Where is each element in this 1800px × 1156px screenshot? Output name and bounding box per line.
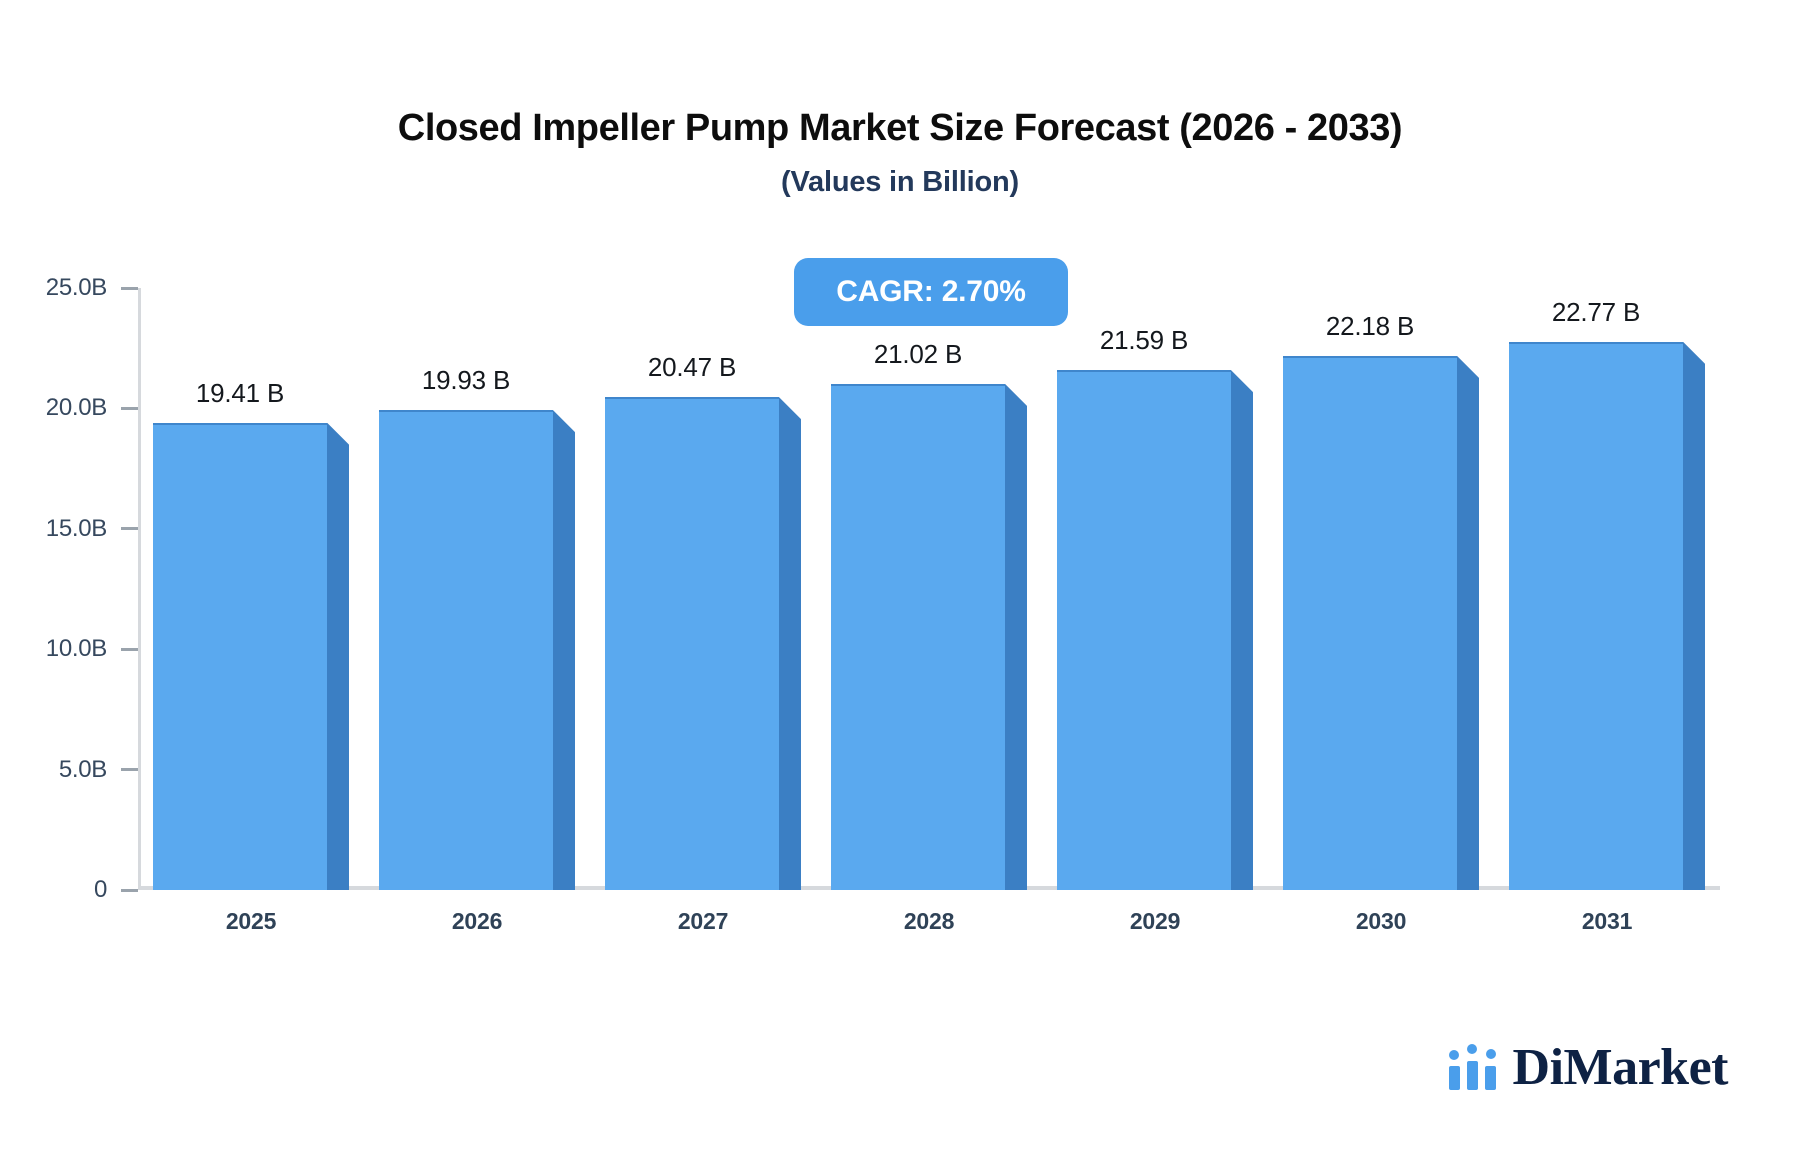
bar[interactable] bbox=[831, 383, 1027, 890]
y-axis-line bbox=[138, 288, 141, 890]
bar-side-face bbox=[1231, 370, 1253, 890]
bar-column[interactable]: 21.59 B bbox=[1057, 288, 1253, 890]
bar-column[interactable]: 19.41 B bbox=[153, 288, 349, 890]
bar-column[interactable]: 21.02 B bbox=[831, 288, 1027, 890]
bar[interactable] bbox=[379, 410, 575, 890]
x-axis-labels: 2025 2026 2027 2028 2029 2030 2031 bbox=[138, 908, 1720, 948]
bar-column[interactable]: 22.77 B bbox=[1509, 288, 1705, 890]
y-axis-tick-label: 10.0B bbox=[45, 635, 108, 663]
bar[interactable] bbox=[153, 422, 349, 890]
x-axis-label: 2025 bbox=[225, 908, 277, 934]
bar-side-face bbox=[1683, 341, 1705, 890]
brand-logo: DiMarket bbox=[1447, 1039, 1729, 1096]
cagr-badge-label: CAGR: 2.70% bbox=[836, 275, 1026, 308]
bar[interactable] bbox=[1283, 355, 1479, 890]
plot-area: 19.41 B 19.93 B 20.47 B 21.02 B 21.59 B 22.18… bbox=[138, 288, 1720, 890]
y-axis-tick-mark bbox=[121, 888, 138, 892]
bar-value-label: 20.47 B bbox=[647, 352, 737, 383]
bar-side-face bbox=[553, 410, 575, 890]
title-block: Closed Impeller Pump Market Size Forecas… bbox=[0, 107, 1800, 199]
y-axis-tick-mark bbox=[121, 406, 138, 410]
y-axis-tick-mark bbox=[121, 647, 138, 651]
y-axis-tick-mark bbox=[121, 527, 138, 531]
bar[interactable] bbox=[1509, 341, 1705, 890]
bar-front-face bbox=[831, 383, 1005, 890]
x-axis-label: 2031 bbox=[1581, 908, 1633, 934]
bar-front-face bbox=[379, 410, 553, 890]
bar-front-face bbox=[153, 422, 327, 890]
bar-side-face bbox=[1457, 355, 1479, 890]
x-axis-label: 2027 bbox=[677, 908, 729, 934]
bar[interactable] bbox=[605, 397, 801, 890]
bar-value-label: 22.77 B bbox=[1551, 296, 1641, 327]
bar-value-label: 22.18 B bbox=[1325, 310, 1415, 341]
bar-value-label: 21.59 B bbox=[1099, 325, 1189, 356]
bar-value-label: 19.41 B bbox=[195, 377, 285, 408]
y-axis-tick-label: 25.0B bbox=[45, 274, 108, 301]
y-axis-tick-mark bbox=[121, 768, 138, 772]
bar-column[interactable]: 19.93 B bbox=[379, 288, 575, 890]
x-axis-label: 2030 bbox=[1355, 908, 1407, 934]
bar-front-face bbox=[1057, 370, 1231, 890]
bar-column[interactable]: 20.47 B bbox=[605, 288, 801, 890]
bar[interactable] bbox=[1057, 370, 1253, 890]
y-axis-tick-label: 20.0B bbox=[45, 394, 108, 422]
cagr-badge: CAGR: 2.70% bbox=[794, 258, 1068, 326]
bar-front-face bbox=[1509, 341, 1683, 890]
x-axis-label: 2028 bbox=[903, 908, 955, 934]
bar-front-face bbox=[605, 397, 779, 890]
x-axis-label: 2029 bbox=[1129, 908, 1181, 934]
y-axis-tick-label: 0 bbox=[93, 876, 107, 903]
x-axis-label: 2026 bbox=[451, 908, 503, 934]
bar-column[interactable]: 22.18 B bbox=[1283, 288, 1479, 890]
bar-series: 19.41 B 19.93 B 20.47 B 21.02 B 21.59 B 22.18… bbox=[138, 288, 1720, 890]
y-axis-tick-mark bbox=[121, 286, 138, 290]
y-axis-tick-label: 15.0B bbox=[45, 514, 108, 542]
page-title: Closed Impeller Pump Market Size Forecas… bbox=[397, 107, 1403, 149]
bar-value-label: 21.02 B bbox=[873, 338, 963, 369]
bar-side-face bbox=[1005, 383, 1027, 890]
brand-name: DiMarket bbox=[1512, 1039, 1729, 1096]
bar-chart-icon bbox=[1448, 1044, 1496, 1090]
chart-subtitle: (Values in Billion) bbox=[781, 165, 1019, 198]
y-axis-tick-label: 5.0B bbox=[58, 755, 107, 783]
bar-value-label: 19.93 B bbox=[421, 365, 511, 396]
bar-side-face bbox=[779, 397, 801, 890]
bar-side-face bbox=[327, 422, 349, 890]
bar-front-face bbox=[1283, 355, 1457, 890]
